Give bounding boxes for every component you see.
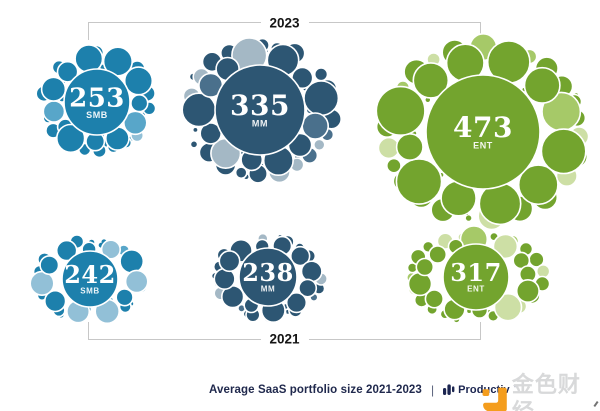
- jinse-logo-icon: [482, 387, 507, 411]
- watermark-jinse: 金色财经: [482, 372, 600, 411]
- cluster-value-ent-2021: 317: [450, 258, 502, 287]
- productiv-trademark: ™: [512, 385, 519, 391]
- cluster-value-mm-2023: 335: [230, 89, 290, 122]
- caption-separator: |: [430, 382, 435, 397]
- cluster-segment-smb-2023: SMB: [86, 110, 108, 120]
- bracket-2021: 2021: [88, 322, 481, 347]
- watermark-text: 金色财经: [511, 373, 581, 411]
- caption: Average SaaS portfolio size 2021-2023 | …: [209, 381, 519, 398]
- cluster-value-ent-2023: 473: [453, 111, 513, 144]
- cluster-value-mm-2021: 238: [242, 258, 294, 287]
- year-label-2021: 2021: [260, 331, 309, 347]
- chart-title: Average SaaS portfolio size 2021-2023: [209, 383, 422, 396]
- cluster-segment-mm-2023: MM: [252, 118, 268, 128]
- cluster-value-smb-2023: 253: [69, 83, 125, 113]
- cluster-value-smb-2021: 242: [64, 260, 116, 289]
- year-label-2023: 2023: [260, 15, 309, 31]
- bracket-2023: 2023: [88, 15, 481, 40]
- cluster-segment-ent-2023: ENT: [473, 140, 493, 150]
- cluster-segment-mm-2021: MM: [261, 284, 276, 293]
- cluster-segment-smb-2021: SMB: [80, 286, 100, 295]
- cluster-segment-ent-2021: ENT: [467, 284, 485, 293]
- productiv-icon: [443, 384, 455, 395]
